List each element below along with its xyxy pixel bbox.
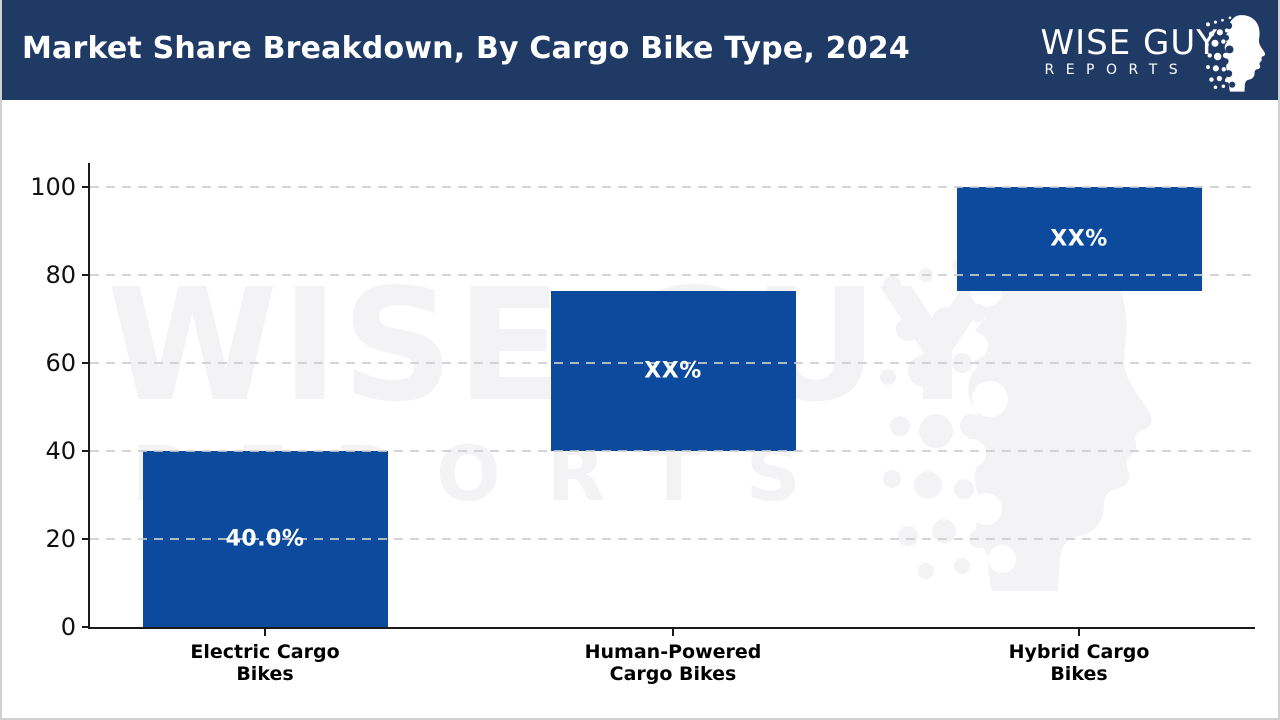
logo-subtext: REPORTS [1044, 61, 1190, 78]
x-axis-tick [672, 629, 674, 636]
y-axis-tick [82, 185, 90, 188]
y-axis-tick [82, 537, 90, 540]
x-axis-line [88, 627, 1255, 629]
y-axis-tick-label: 20 [45, 524, 76, 553]
x-axis-category-label: Human-Powered Cargo Bikes [584, 641, 762, 685]
y-axis-tick-label: 80 [45, 260, 76, 289]
chart-area: WISE GUY REPORTS 40.0% XX% XX% 0 20 40 60 80 100… [2, 100, 1278, 718]
x-axis-tick [264, 629, 266, 636]
gridline [90, 185, 1255, 188]
x-axis-category-label: Hybrid Cargo Bikes [1008, 641, 1150, 685]
gridline [90, 537, 1255, 540]
gridline [90, 273, 1255, 276]
logo-text: WISE GUY REPORTS [1040, 26, 1218, 77]
y-axis-tick [82, 273, 90, 276]
y-axis-tick [82, 449, 90, 452]
x-axis-category-label: Electric Cargo Bikes [190, 641, 340, 685]
y-axis-tick-label: 0 [60, 613, 76, 641]
header: Market Share Breakdown, By Cargo Bike Ty… [2, 0, 1278, 100]
y-axis-tick [82, 626, 90, 628]
page-title: Market Share Breakdown, By Cargo Bike Ty… [22, 30, 910, 66]
y-axis-tick-label: 100 [30, 172, 76, 201]
y-axis-tick [82, 361, 90, 364]
wiseguy-logo: WISE GUY REPORTS [1020, 6, 1270, 96]
gridline [90, 361, 1255, 364]
bar-value-label: XX% [644, 358, 702, 384]
x-axis-tick [1078, 629, 1080, 636]
y-axis-tick-label: 60 [45, 348, 76, 377]
bar-segment [550, 290, 796, 451]
y-axis-line [88, 163, 90, 629]
logo-wordmark: WISE GUY [1040, 22, 1218, 63]
y-axis-tick-label: 40 [45, 436, 76, 465]
bar-value-label: 40.0% [225, 526, 305, 552]
gridline [90, 449, 1255, 452]
bar-value-label: XX% [1050, 226, 1108, 252]
